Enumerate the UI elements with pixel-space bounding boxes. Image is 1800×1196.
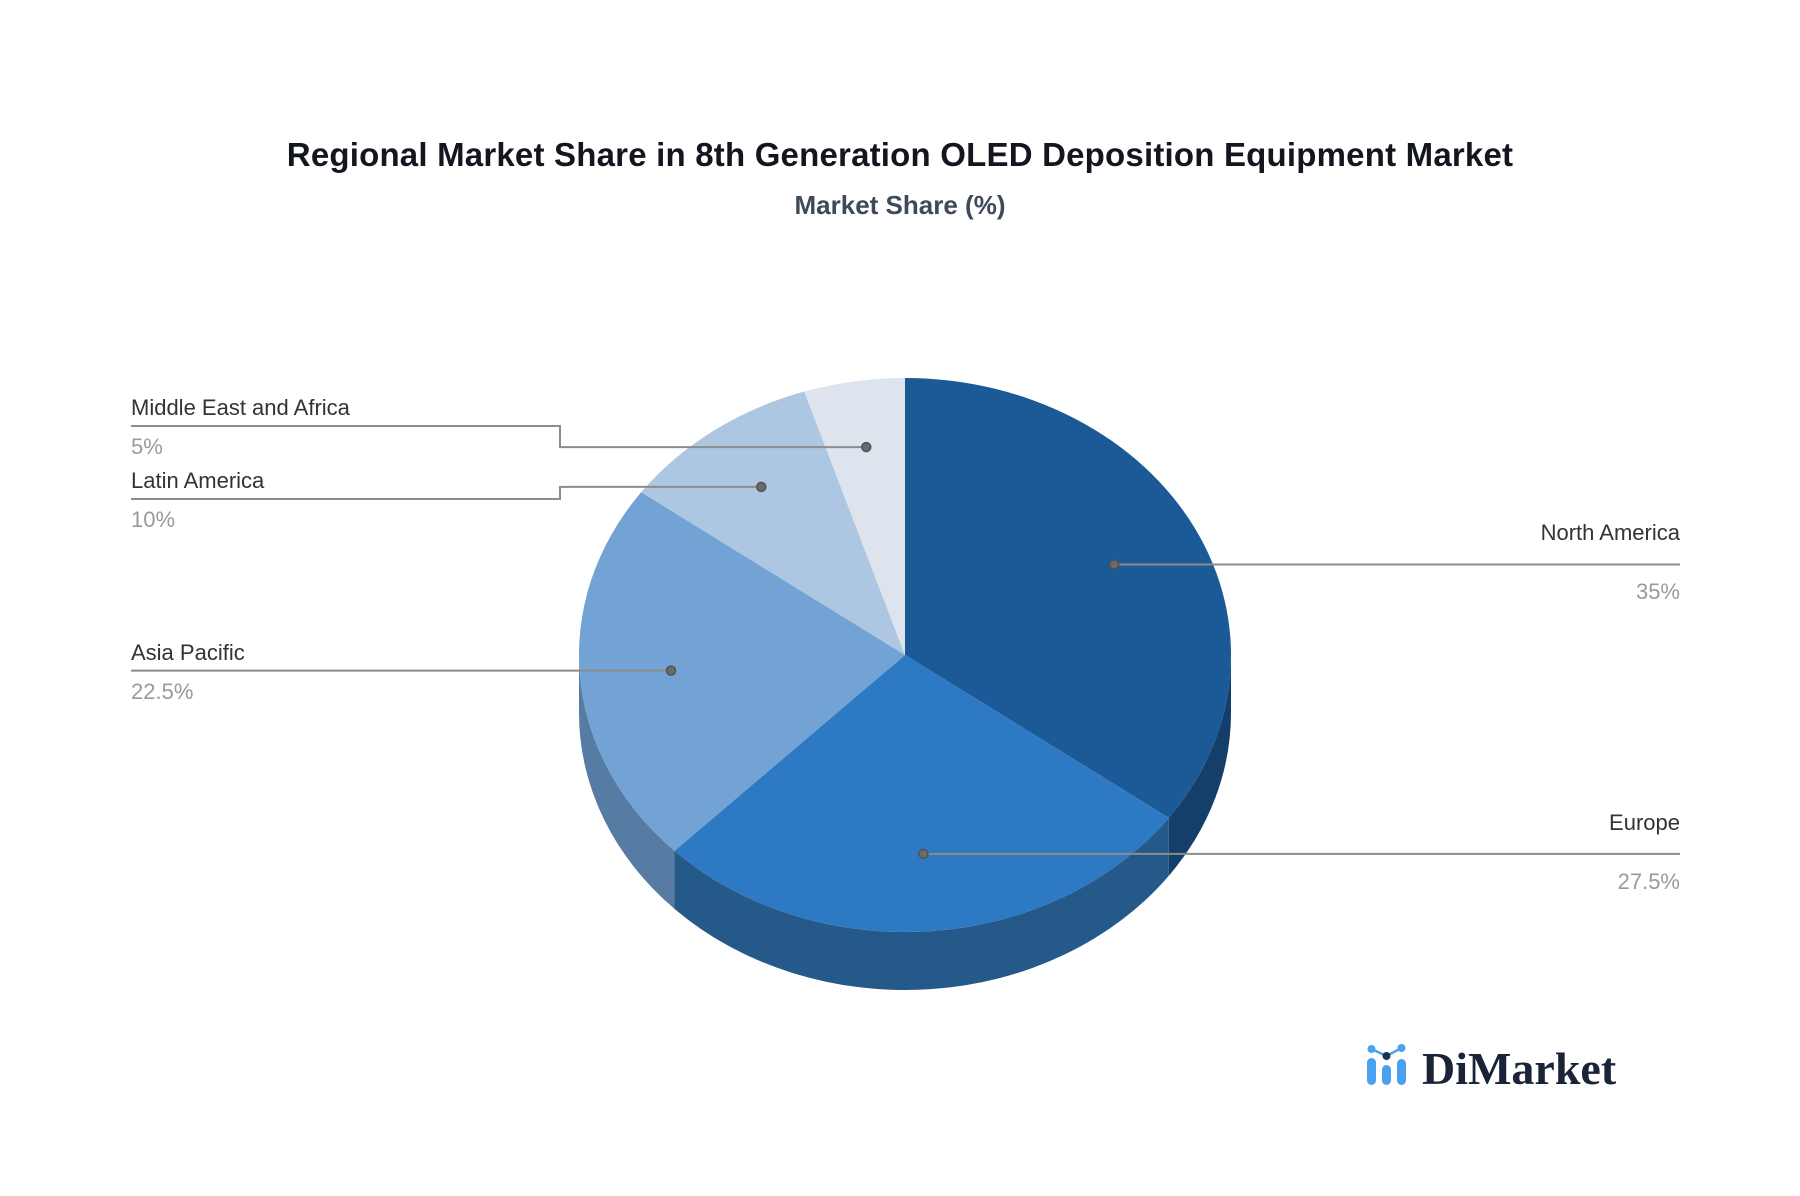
slice-value-latin-america: 10% [131,507,176,532]
slice-label-asia-pacific: Asia Pacific [131,639,245,665]
slice-label-europe: Europe [1609,809,1680,835]
pie-slice-side-north-america [1168,655,1231,876]
leader-line-latin-america [131,485,762,500]
slice-value-middle-east-and-africa: 5% [131,434,163,459]
pie-slice-north-america[interactable] [905,378,1231,818]
leader-dot-latin-america [756,481,767,493]
leader-line-middle-east-and-africa [131,425,867,449]
pie-slice-europe[interactable] [674,655,1169,933]
logo: DiMarket [1363,1042,1616,1092]
slice-label-middle-east-and-africa: Middle East and Africa [131,395,350,420]
slice-label-north-america: North America [1540,520,1680,546]
pie-slice-side-europe [674,817,1169,990]
pie-slice-asia-pacific[interactable] [578,492,905,851]
chart-subtitle: Market Share (%) [794,190,1006,220]
logo-bar-line-chart-icon [1367,1044,1406,1085]
leader-dot-europe [918,848,929,860]
pie-slice-side-asia-pacific [579,655,675,909]
slice-label-latin-america: Latin America [131,468,265,493]
pie-slice-latin-america[interactable] [641,391,905,655]
slice-value-north-america: 35% [1635,579,1680,605]
chart-title: Regional Market Share in 8th Generation … [286,136,1514,173]
leader-dot-asia-pacific [665,665,677,676]
slice-value-europe: 27.5% [1617,868,1680,894]
leader-dot-middle-east-and-africa [860,441,872,453]
leader-dot-north-america [1108,559,1120,570]
logo-text: DiMarket [1422,1043,1617,1094]
slice-value-asia-pacific: 22.5% [131,678,194,704]
